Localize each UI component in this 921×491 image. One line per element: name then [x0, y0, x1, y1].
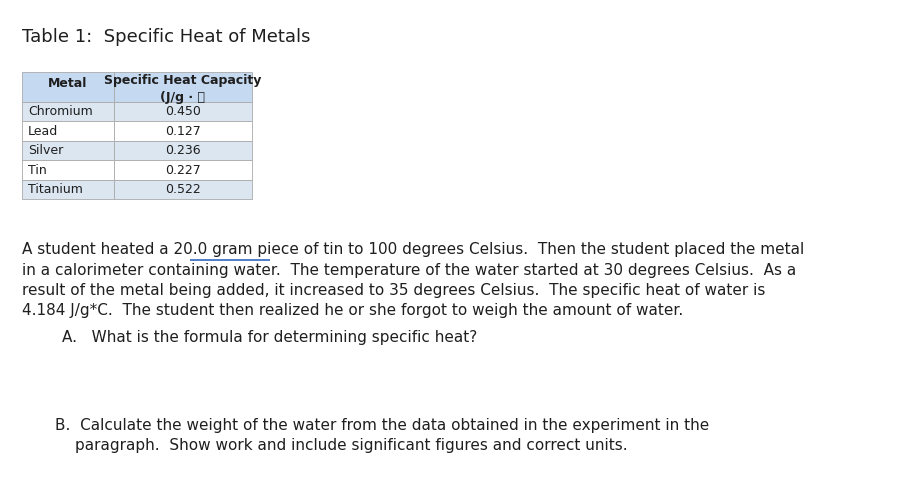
Bar: [22, 161, 114, 180]
Bar: [22, 141, 114, 161]
Text: paragraph.  Show work and include significant figures and correct units.: paragraph. Show work and include signifi…: [75, 438, 627, 454]
Text: Specific Heat Capacity
(J/g · ⓒ: Specific Heat Capacity (J/g · ⓒ: [104, 74, 262, 104]
Text: Titanium: Titanium: [28, 183, 83, 196]
Text: Lead: Lead: [28, 125, 58, 138]
Bar: [22, 72, 114, 102]
Text: Chromium: Chromium: [28, 105, 93, 118]
Text: 0.450: 0.450: [165, 105, 201, 118]
Text: 0.227: 0.227: [165, 164, 201, 177]
Bar: [114, 72, 252, 102]
Text: in a calorimeter containing water.  The temperature of the water started at 30 d: in a calorimeter containing water. The t…: [22, 263, 797, 277]
Bar: [22, 180, 114, 199]
Bar: [22, 102, 114, 121]
Text: 0.522: 0.522: [165, 183, 201, 196]
Text: B.  Calculate the weight of the water from the data obtained in the experiment i: B. Calculate the weight of the water fro…: [55, 418, 709, 433]
Bar: [114, 180, 252, 199]
Text: Metal: Metal: [48, 77, 87, 90]
Text: A student heated a 20.0 gram piece of tin to 100 degrees Celsius.  Then the stud: A student heated a 20.0 gram piece of ti…: [22, 242, 804, 257]
Text: A.   What is the formula for determining specific heat?: A. What is the formula for determining s…: [62, 330, 477, 345]
Bar: [22, 121, 114, 141]
Text: 4.184 J/g*C.  The student then realized he or she forgot to weigh the amount of : 4.184 J/g*C. The student then realized h…: [22, 303, 683, 319]
Text: 0.236: 0.236: [165, 144, 201, 157]
Bar: [114, 141, 252, 161]
Text: Silver: Silver: [28, 144, 64, 157]
Text: Table 1:  Specific Heat of Metals: Table 1: Specific Heat of Metals: [22, 28, 310, 46]
Text: result of the metal being added, it increased to 35 degrees Celsius.  The specif: result of the metal being added, it incr…: [22, 283, 765, 298]
Bar: [114, 121, 252, 141]
Text: 0.127: 0.127: [165, 125, 201, 138]
Bar: [114, 102, 252, 121]
Text: Tin: Tin: [28, 164, 47, 177]
Bar: [114, 161, 252, 180]
